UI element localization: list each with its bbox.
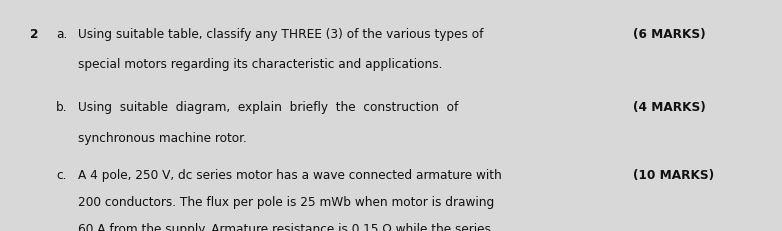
Text: special motors regarding its characteristic and applications.: special motors regarding its characteris… <box>78 58 443 71</box>
Text: (6 MARKS): (6 MARKS) <box>633 28 706 41</box>
Text: 200 conductors. The flux per pole is 25 mWb when motor is drawing: 200 conductors. The flux per pole is 25 … <box>78 196 494 209</box>
Text: 2: 2 <box>30 28 38 41</box>
Text: synchronous machine rotor.: synchronous machine rotor. <box>78 132 247 145</box>
Text: (10 MARKS): (10 MARKS) <box>633 169 715 182</box>
Text: b.: b. <box>56 101 68 114</box>
Text: a.: a. <box>56 28 67 41</box>
Text: 60 A from the supply. Armature resistance is 0.15 Ω while the series: 60 A from the supply. Armature resistanc… <box>78 223 491 231</box>
Text: c.: c. <box>56 169 66 182</box>
Text: A 4 pole, 250 V, dc series motor has a wave connected armature with: A 4 pole, 250 V, dc series motor has a w… <box>78 169 502 182</box>
Text: (4 MARKS): (4 MARKS) <box>633 101 706 114</box>
Text: Using  suitable  diagram,  explain  briefly  the  construction  of: Using suitable diagram, explain briefly … <box>78 101 458 114</box>
Text: Using suitable table, classify any THREE (3) of the various types of: Using suitable table, classify any THREE… <box>78 28 484 41</box>
